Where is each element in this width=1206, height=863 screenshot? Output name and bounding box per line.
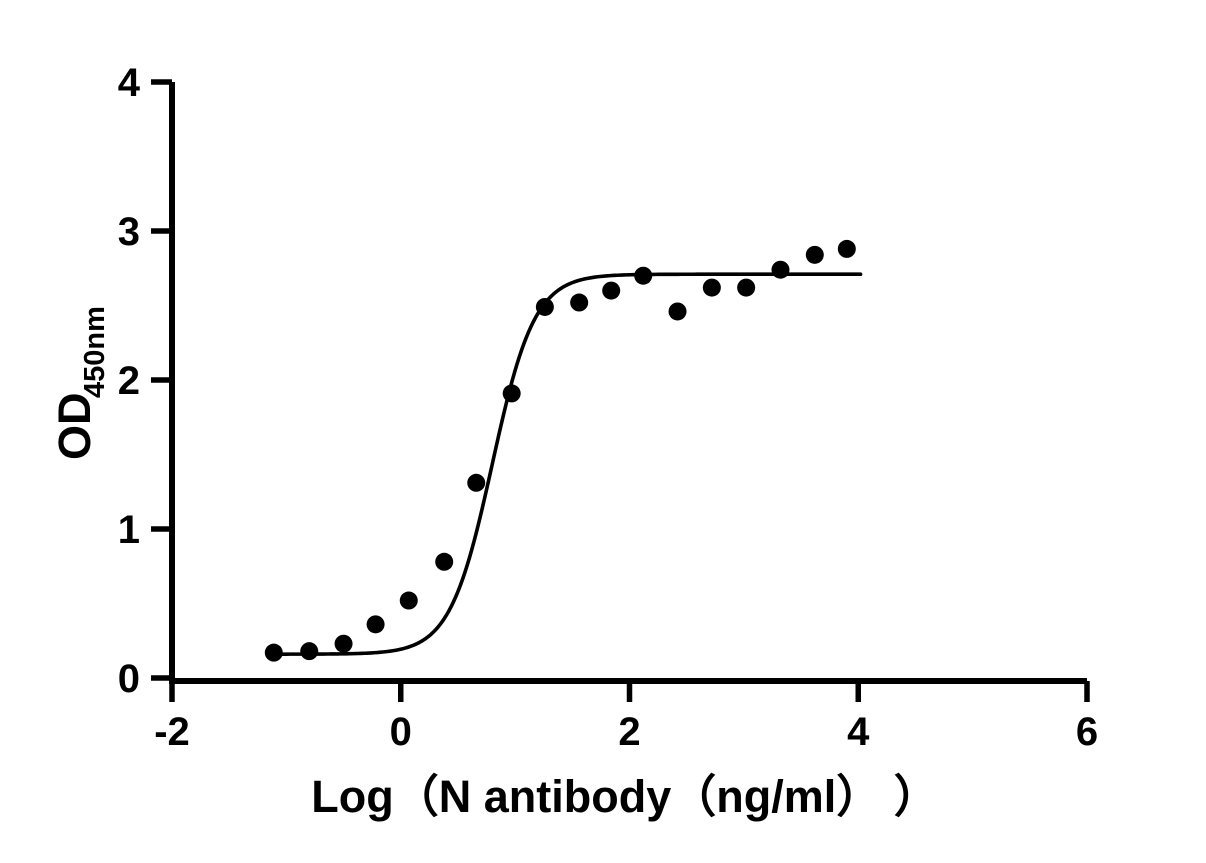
y-axis-title: OD 450nm xyxy=(49,306,111,460)
x-axis: -2 0 2 4 6 xyxy=(154,678,1098,754)
y-tick-group: 0 1 2 3 4 xyxy=(118,61,172,701)
data-point xyxy=(535,297,554,316)
data-points-group xyxy=(264,239,856,662)
data-point xyxy=(502,384,521,403)
y-tick-label: 0 xyxy=(118,657,140,701)
data-point xyxy=(435,552,454,571)
data-point xyxy=(334,634,353,653)
y-tick-label: 3 xyxy=(118,210,140,254)
data-point xyxy=(702,278,721,297)
fit-curve-path xyxy=(267,272,863,656)
x-tick-label: 0 xyxy=(390,710,412,754)
y-axis: 0 1 2 3 4 xyxy=(118,61,175,701)
y-tick-label: 2 xyxy=(118,359,140,403)
x-axis-title: Log（N antibody（ng/ml） ） xyxy=(311,771,938,822)
x-tick-label: 2 xyxy=(618,710,640,754)
data-point xyxy=(264,643,283,662)
data-point xyxy=(467,473,486,492)
y-tick-label: 4 xyxy=(118,61,141,105)
data-point xyxy=(668,302,687,321)
y-axis-title-subscript: 450nm xyxy=(79,306,111,398)
data-point xyxy=(399,591,418,610)
data-point xyxy=(737,278,756,297)
y-tick-label: 1 xyxy=(118,508,140,552)
data-point xyxy=(366,615,385,634)
x-tick-label: 6 xyxy=(1076,710,1098,754)
x-tick-label: 4 xyxy=(847,710,870,754)
data-point xyxy=(837,239,856,258)
y-axis-title-main: OD xyxy=(49,393,100,461)
fit-curve-group xyxy=(267,272,863,656)
data-point xyxy=(634,266,653,285)
data-point xyxy=(805,245,824,264)
data-point xyxy=(570,293,589,312)
data-point xyxy=(771,260,790,279)
data-point xyxy=(602,281,621,300)
x-tick-label: -2 xyxy=(154,710,190,754)
plot-area xyxy=(264,239,863,662)
x-tick-group: -2 0 2 4 6 xyxy=(154,681,1098,754)
data-point xyxy=(300,642,319,661)
